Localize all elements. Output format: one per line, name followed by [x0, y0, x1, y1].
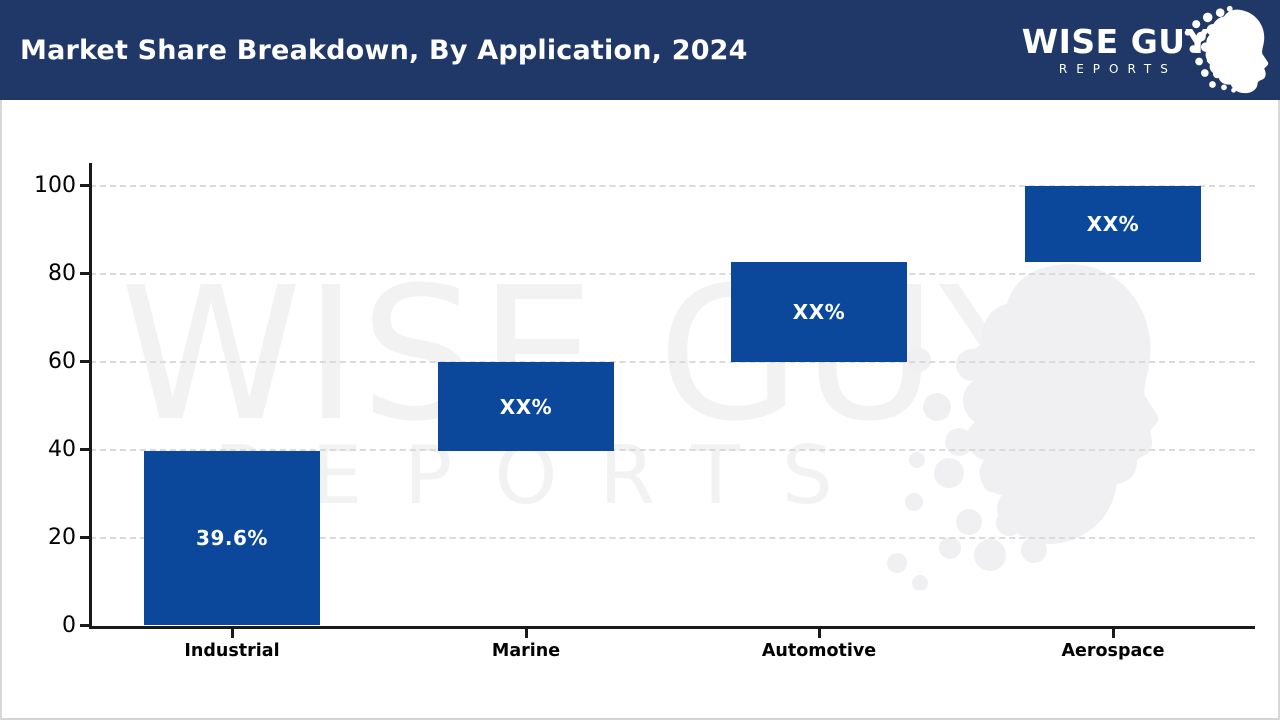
y-tick-60: [79, 360, 89, 363]
y-tick-label-60: 60: [48, 348, 76, 374]
y-tick-100: [79, 184, 89, 187]
x-tick-industrial: [230, 628, 234, 638]
wiseguy-logo: WISE GUY REPORTS: [1016, 4, 1272, 96]
x-tick-label-automotive: Automotive: [761, 640, 877, 661]
bar-marine: [438, 362, 614, 452]
x-tick-label-aerospace: Aerospace: [1061, 640, 1165, 661]
gridline-60: [90, 360, 1255, 363]
chart-canvas: WISE GUY REPORTS 39.6% XX% XX% XX% 0 20 40 60 80…: [0, 100, 1280, 720]
y-tick-40: [79, 448, 89, 451]
bar-industrial: [144, 451, 320, 626]
bar-automotive: [731, 262, 907, 363]
bar-value-label-automotive: XX%: [792, 300, 846, 325]
gridline-20: [90, 536, 1255, 539]
dotted-face-icon: [1184, 5, 1269, 94]
gridline-80: [90, 272, 1255, 275]
y-tick-label-80: 80: [48, 260, 76, 286]
y-tick-0: [79, 624, 89, 627]
x-axis-line: [88, 625, 1255, 629]
y-tick-label-100: 100: [34, 172, 76, 198]
gridline-100: [90, 184, 1255, 187]
x-tick-marine: [524, 628, 528, 638]
watermark-face-icon: [887, 264, 1159, 590]
x-tick-automotive: [817, 628, 821, 638]
y-tick-label-0: 0: [62, 612, 76, 638]
logo-subtitle: REPORTS: [1058, 61, 1177, 76]
x-tick-label-industrial: Industrial: [184, 640, 280, 661]
header-bar: Market Share Breakdown, By Application, …: [0, 0, 1280, 100]
bar-value-label-industrial: 39.6%: [196, 526, 268, 551]
y-tick-label-20: 20: [48, 524, 76, 550]
x-tick-aerospace: [1111, 628, 1115, 638]
wiseguy-logo-text: WISE GUY REPORTS: [1022, 25, 1210, 76]
page-title: Market Share Breakdown, By Application, …: [20, 34, 748, 66]
bar-value-label-marine: XX%: [499, 394, 553, 419]
logo-wordmark: WISE GUY: [1021, 21, 1210, 61]
y-tick-label-40: 40: [48, 436, 76, 462]
gridline-40: [90, 448, 1255, 451]
bar-aerospace: [1025, 185, 1201, 263]
y-tick-20: [79, 536, 89, 539]
plot-area: 39.6% XX% XX% XX% 0 20 40 60 80 100 Industrial Mari…: [2, 100, 1278, 718]
x-tick-label-marine: Marine: [491, 640, 561, 661]
y-tick-80: [79, 272, 89, 275]
y-axis-line: [88, 163, 92, 629]
bar-value-label-aerospace: XX%: [1086, 211, 1140, 236]
